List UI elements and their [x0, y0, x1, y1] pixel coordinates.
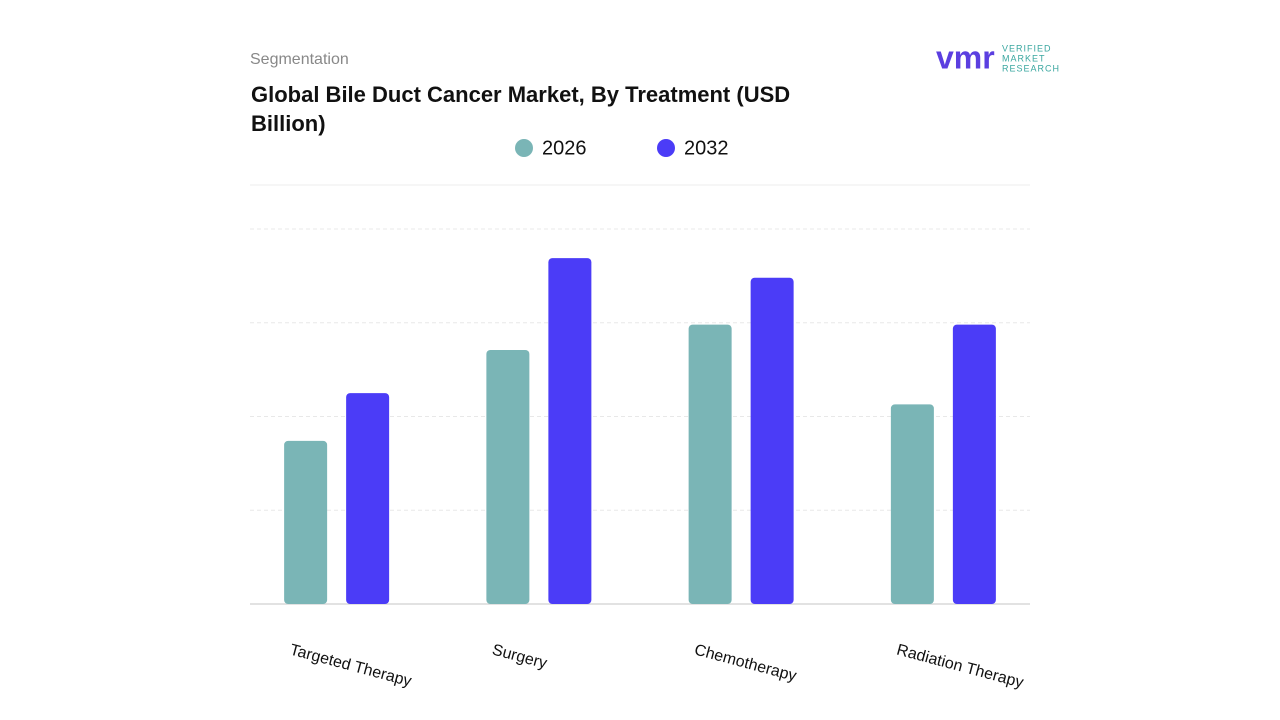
chart-title: Global Bile Duct Cancer Market, By Treat…: [251, 82, 796, 136]
logo-text: RESEARCH: [1002, 63, 1060, 73]
legend-swatch: [515, 139, 533, 157]
bar: [346, 393, 390, 604]
bar: [952, 324, 996, 604]
title-line: Global Bile Duct Cancer Market, By Treat…: [251, 82, 790, 107]
bar: [284, 440, 328, 604]
x-tick-label: Surgery: [490, 642, 549, 673]
legend-label: 2032: [684, 137, 729, 159]
x-tick-label: Targeted Therapy: [288, 642, 413, 691]
x-tick-label: Chemotherapy: [692, 642, 798, 686]
logo-mark: vmr: [936, 39, 995, 75]
logo-text: MARKET: [1002, 53, 1046, 63]
bar: [548, 258, 592, 604]
legend-swatch: [657, 139, 675, 157]
bar: [750, 277, 794, 604]
header: Segmentation: [250, 51, 349, 68]
bar: [688, 324, 732, 604]
title-line: Billion): [251, 111, 326, 136]
bar: [890, 404, 934, 604]
bar: [486, 349, 530, 604]
legend-label: 2026: [542, 137, 587, 159]
x-tick-label: Radiation Therapy: [895, 642, 1025, 692]
logo-text: VERIFIED: [1002, 43, 1052, 53]
